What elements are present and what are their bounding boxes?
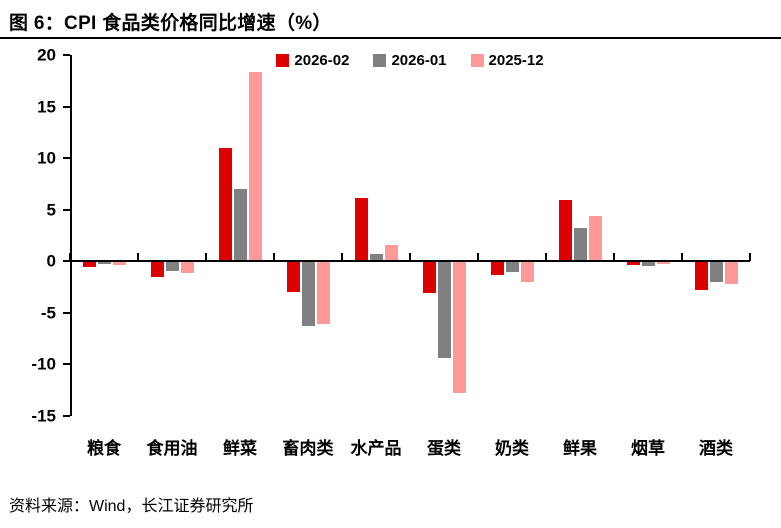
bar-2026-02-烟草	[626, 262, 640, 266]
bar-2025-12-奶类	[520, 262, 534, 282]
title-divider	[0, 37, 781, 39]
category-label: 畜肉类	[282, 439, 334, 458]
legend-item-2025-12: 2025-12	[470, 52, 544, 69]
category-label: 酒类	[699, 439, 733, 458]
bar-2025-12-畜肉类	[316, 262, 330, 325]
bar-2026-02-鲜菜	[218, 147, 232, 262]
bar-2025-12-水产品	[384, 244, 398, 262]
legend-swatch-icon	[470, 54, 484, 67]
bar-2026-01-畜肉类	[301, 262, 315, 327]
bar-2025-12-食用油	[180, 262, 194, 273]
legend-item-2026-02: 2026-02	[276, 52, 349, 69]
source-note: 资料来源：Wind，长江证券研究所	[9, 498, 254, 515]
bar-2026-02-畜肉类	[286, 262, 300, 293]
y-axis-label: 10	[37, 148, 56, 168]
chart-legend: 2026-02 2026-01 2025-12	[70, 52, 750, 69]
y-axis-tick	[63, 415, 70, 417]
bar-2026-02-蛋类	[422, 262, 436, 294]
y-axis-label: 0	[46, 251, 56, 271]
category-label: 鲜果	[563, 439, 597, 458]
category-axis-tick	[681, 253, 683, 262]
y-axis-label: 5	[46, 200, 56, 220]
y-axis-tick	[63, 260, 70, 263]
category-axis-tick	[205, 253, 207, 262]
bar-2026-02-鲜果	[558, 200, 572, 262]
y-axis-tick	[63, 54, 70, 56]
y-axis-tick	[63, 157, 70, 160]
y-axis-tick	[63, 311, 70, 314]
y-axis-tick	[63, 208, 70, 211]
y-axis-tick	[63, 363, 70, 366]
bar-2026-01-烟草	[641, 262, 655, 267]
category-axis-tick	[749, 253, 751, 262]
category-axis-tick	[341, 253, 343, 262]
bar-2025-12-鲜果	[588, 215, 602, 262]
category-axis-tick	[409, 253, 411, 262]
category-axis-tick	[613, 253, 615, 262]
bar-2026-01-食用油	[165, 262, 179, 271]
bar-2026-01-蛋类	[437, 262, 451, 359]
bar-2026-01-鲜菜	[233, 189, 247, 262]
y-axis-label: -15	[31, 406, 56, 426]
legend-swatch-icon	[373, 54, 387, 67]
x-axis-line	[70, 260, 750, 263]
y-axis-label: -5	[40, 303, 56, 323]
bar-2025-12-酒类	[724, 262, 738, 284]
y-axis-label: 15	[37, 97, 56, 117]
y-axis-label: -10	[31, 354, 56, 374]
category-axis-tick	[273, 253, 275, 262]
category-label: 蛋类	[427, 439, 461, 458]
plot-area: 2026-02 2026-01 2025-12 20 15 10 5 0 -5 -10 -15 粮食…	[31, 47, 751, 458]
category-label: 食用油	[146, 439, 198, 458]
bar-2026-01-鲜果	[573, 228, 587, 262]
legend-label: 2026-02	[294, 52, 350, 69]
bar-2026-02-食用油	[150, 262, 164, 277]
category-axis-tick	[545, 253, 547, 262]
bar-2026-02-水产品	[354, 198, 368, 262]
category-label: 水产品	[350, 439, 402, 458]
bar-2026-02-酒类	[694, 262, 708, 291]
legend-item-2026-01: 2026-01	[373, 52, 447, 69]
legend-swatch-icon	[276, 54, 290, 67]
bar-2026-01-粮食	[97, 262, 111, 265]
bar-2025-12-鲜菜	[248, 71, 262, 262]
category-label: 粮食	[87, 439, 121, 458]
bar-2026-01-水产品	[369, 254, 383, 262]
bar-2026-02-奶类	[490, 262, 504, 275]
legend-label: 2026-01	[391, 52, 447, 69]
bar-2025-12-粮食	[112, 262, 126, 266]
y-axis-line	[70, 55, 72, 416]
category-label: 烟草	[631, 439, 665, 458]
category-axis-tick	[477, 253, 479, 262]
bar-2025-12-烟草	[656, 262, 670, 265]
category-axis-tick	[137, 253, 139, 262]
bar-2026-02-粮食	[82, 262, 96, 268]
y-axis-tick	[63, 105, 70, 108]
bar-2026-01-酒类	[709, 262, 723, 282]
y-axis-label: 20	[37, 45, 56, 65]
bar-2026-01-奶类	[505, 262, 519, 272]
category-label: 鲜菜	[223, 439, 257, 458]
figure-title: 图 6：CPI 食品类价格同比增速（%）	[9, 13, 332, 34]
category-label: 奶类	[495, 439, 529, 458]
bar-2025-12-蛋类	[452, 262, 466, 394]
legend-label: 2025-12	[488, 52, 544, 69]
